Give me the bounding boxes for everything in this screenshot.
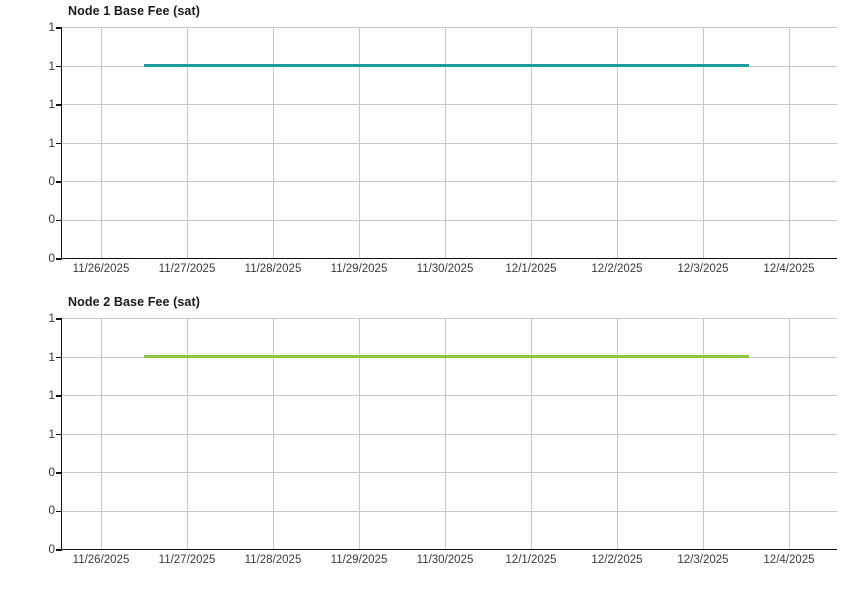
x-tick-label: 11/30/2025 xyxy=(416,554,474,566)
y-tick-label: 1 xyxy=(48,349,55,364)
x-tick-label: 11/27/2025 xyxy=(158,554,216,566)
gridline-horizontal xyxy=(62,510,837,512)
y-tick-label: 0 xyxy=(48,212,55,227)
gridline-vertical xyxy=(789,27,790,258)
y-tick-label: 1 xyxy=(48,20,55,34)
y-tick-mark xyxy=(56,433,62,436)
plot-area-node-1: 11/26/2025 11/27/2025 11/28/2025 11/29/2… xyxy=(56,27,837,275)
gridline-vertical xyxy=(359,318,360,549)
y-tick-mark xyxy=(56,395,62,397)
y-tick-label: 0 xyxy=(48,174,55,188)
gridline-horizontal xyxy=(62,219,837,221)
y-axis-node-2: 1 1 1 1 0 0 0 xyxy=(0,311,55,556)
y-tick-mark xyxy=(56,318,62,320)
gridline-horizontal xyxy=(62,318,837,319)
gridline-vertical xyxy=(101,27,102,258)
chart-title-node-1: Node 1 Base Fee (sat) xyxy=(68,4,201,18)
gridline-vertical xyxy=(703,27,704,258)
x-tick-label: 12/3/2025 xyxy=(677,554,729,566)
chart-node-1-base-fee: Node 1 Base Fee (sat) 1 1 1 1 0 0 0 11/2 xyxy=(0,0,860,290)
x-tick-label: 12/2/2025 xyxy=(591,554,643,566)
gridline-horizontal xyxy=(62,27,837,28)
x-tick-label: 12/1/2025 xyxy=(505,554,557,566)
y-tick-label: 1 xyxy=(48,311,55,325)
y-tick-label: 1 xyxy=(48,58,55,73)
y-tick-mark xyxy=(56,356,62,359)
gridline-horizontal xyxy=(62,181,837,182)
y-tick-mark xyxy=(56,510,62,513)
chart-title-node-2: Node 2 Base Fee (sat) xyxy=(68,295,201,309)
series-line-node-2 xyxy=(144,355,749,358)
x-tick-label: 11/29/2025 xyxy=(330,263,388,275)
y-tick-mark xyxy=(56,181,62,183)
x-tick-label: 11/29/2025 xyxy=(330,554,388,566)
x-tick-label: 11/26/2025 xyxy=(72,554,130,566)
gridline-vertical xyxy=(445,27,446,258)
gridline-vertical xyxy=(187,27,188,258)
gridline-vertical xyxy=(445,318,446,549)
gridline-vertical xyxy=(789,318,790,549)
y-tick-mark xyxy=(56,549,62,551)
x-tick-label: 11/26/2025 xyxy=(72,263,130,275)
y-tick-label: 1 xyxy=(48,426,55,441)
x-tick-label: 12/3/2025 xyxy=(677,263,729,275)
gridline-vertical xyxy=(617,27,618,258)
gridline-horizontal xyxy=(62,395,837,396)
gridline-vertical xyxy=(703,318,704,549)
x-tick-label: 12/1/2025 xyxy=(505,263,557,275)
gridline-horizontal xyxy=(62,433,837,435)
gridline-vertical xyxy=(101,318,102,549)
y-tick-mark xyxy=(56,27,62,29)
x-tick-label: 11/28/2025 xyxy=(244,554,302,566)
y-tick-label: 1 xyxy=(48,96,55,111)
y-tick-mark xyxy=(56,472,62,474)
gridline-vertical xyxy=(531,27,532,258)
plot-area-node-2: 11/26/2025 11/27/2025 11/28/2025 11/29/2… xyxy=(56,318,837,566)
gridline-horizontal xyxy=(62,472,837,473)
series-line-node-1 xyxy=(144,64,749,67)
y-tick-label: 1 xyxy=(48,135,55,150)
x-tick-label: 11/27/2025 xyxy=(158,263,216,275)
gridline-vertical xyxy=(359,27,360,258)
gridline-vertical xyxy=(273,27,274,258)
gridline-vertical xyxy=(187,318,188,549)
gridline-vertical xyxy=(531,318,532,549)
gridline-vertical xyxy=(617,318,618,549)
y-tick-label: 0 xyxy=(48,251,55,265)
gridline-horizontal xyxy=(62,142,837,144)
y-tick-mark xyxy=(56,104,62,106)
y-tick-mark xyxy=(56,142,62,145)
x-tick-label: 11/30/2025 xyxy=(416,263,474,275)
x-tick-label: 12/2/2025 xyxy=(591,263,643,275)
x-tick-label: 12/4/2025 xyxy=(763,263,815,275)
chart-node-2-base-fee: Node 2 Base Fee (sat) 1 1 1 1 0 0 0 11/2 xyxy=(0,291,860,600)
y-tick-mark xyxy=(56,258,62,260)
y-tick-mark xyxy=(56,65,62,68)
y-tick-mark xyxy=(56,219,62,222)
gridline-horizontal xyxy=(62,104,837,105)
gridline-vertical xyxy=(273,318,274,549)
x-tick-label: 11/28/2025 xyxy=(244,263,302,275)
y-tick-label: 0 xyxy=(48,465,55,479)
y-tick-label: 1 xyxy=(48,387,55,402)
y-tick-label: 0 xyxy=(48,542,55,556)
x-tick-label: 12/4/2025 xyxy=(763,554,815,566)
y-axis-node-1: 1 1 1 1 0 0 0 xyxy=(0,20,55,265)
y-tick-label: 0 xyxy=(48,503,55,518)
